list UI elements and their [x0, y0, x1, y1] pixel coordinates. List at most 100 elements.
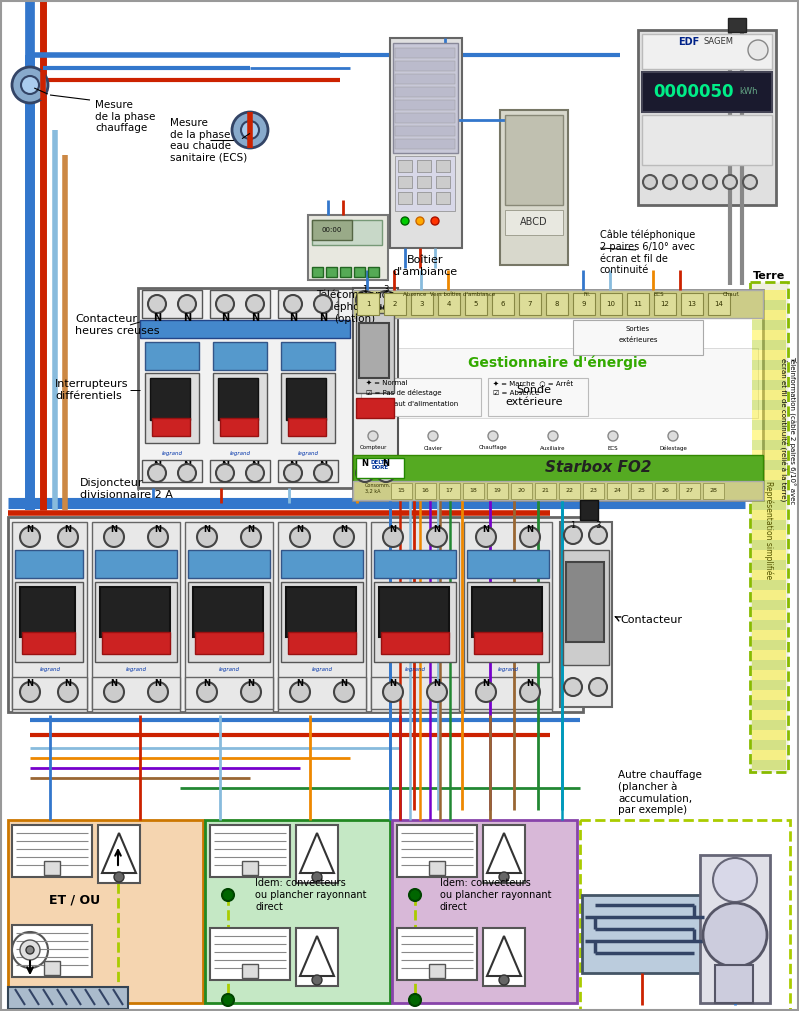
Text: 17: 17 — [445, 488, 453, 493]
Bar — [326, 267, 337, 277]
Bar — [281, 373, 335, 443]
Bar — [205, 820, 390, 1003]
Circle shape — [564, 526, 582, 544]
Text: N: N — [389, 525, 396, 534]
Bar — [654, 293, 676, 315]
Bar — [384, 293, 406, 315]
Bar — [752, 650, 786, 660]
Bar — [752, 400, 786, 410]
Text: SAGEM: SAGEM — [703, 37, 733, 47]
Bar — [395, 48, 455, 58]
Text: extérieures: extérieures — [618, 337, 658, 343]
Bar — [397, 928, 477, 980]
Bar — [752, 440, 786, 450]
Circle shape — [178, 464, 196, 482]
Bar — [752, 520, 786, 530]
Text: 14: 14 — [714, 301, 723, 307]
Bar — [752, 760, 786, 770]
Circle shape — [723, 175, 737, 189]
Circle shape — [356, 464, 374, 482]
Text: N: N — [154, 679, 161, 688]
Circle shape — [312, 872, 322, 882]
Text: 0000050: 0000050 — [653, 83, 733, 101]
Text: N: N — [289, 313, 297, 323]
Bar — [92, 677, 180, 709]
Circle shape — [241, 682, 261, 702]
Text: 16: 16 — [421, 488, 429, 493]
Text: 6: 6 — [501, 301, 505, 307]
Bar — [415, 483, 436, 499]
Text: N: N — [153, 313, 161, 323]
Bar — [398, 192, 412, 204]
Text: Idem: convecteurs
ou plancher rayonnant
direct: Idem: convecteurs ou plancher rayonnant … — [440, 879, 551, 912]
Text: Contacteur: Contacteur — [620, 615, 682, 625]
Text: DELTA
DORE: DELTA DORE — [371, 460, 389, 470]
Circle shape — [427, 682, 447, 702]
Text: 5: 5 — [474, 301, 478, 307]
Circle shape — [589, 526, 607, 544]
Circle shape — [222, 994, 234, 1006]
Bar — [371, 522, 459, 712]
Circle shape — [520, 682, 540, 702]
Bar — [464, 522, 552, 712]
Text: N: N — [319, 461, 327, 471]
Text: 3: 3 — [595, 521, 601, 530]
Circle shape — [383, 682, 403, 702]
Text: 27: 27 — [685, 488, 693, 493]
Bar — [715, 966, 753, 1003]
Circle shape — [241, 121, 259, 139]
Circle shape — [197, 682, 217, 702]
Text: 23: 23 — [589, 488, 597, 493]
Bar — [95, 582, 177, 662]
Bar — [752, 570, 786, 580]
Circle shape — [290, 682, 310, 702]
Text: N: N — [154, 525, 161, 534]
Bar — [278, 290, 338, 318]
Circle shape — [377, 464, 395, 482]
Text: N: N — [434, 679, 440, 688]
Bar — [472, 587, 542, 637]
Bar — [627, 293, 649, 315]
Bar — [583, 483, 604, 499]
Circle shape — [314, 295, 332, 313]
Circle shape — [178, 295, 196, 313]
Bar — [374, 550, 456, 578]
Circle shape — [284, 464, 302, 482]
Text: 12: 12 — [661, 301, 670, 307]
Bar — [436, 176, 450, 188]
Bar — [140, 320, 350, 338]
Circle shape — [713, 858, 757, 902]
Text: legrand: legrand — [404, 667, 426, 672]
Bar — [195, 632, 263, 654]
Circle shape — [334, 527, 354, 547]
Bar — [582, 895, 707, 973]
Bar — [752, 360, 786, 370]
Bar — [312, 220, 352, 240]
Text: 4: 4 — [447, 301, 451, 307]
Bar — [436, 160, 450, 172]
Text: legrand: legrand — [297, 451, 319, 456]
Bar — [752, 430, 786, 440]
Text: 00:00: 00:00 — [322, 227, 342, 233]
Circle shape — [564, 678, 582, 696]
Bar — [185, 677, 273, 709]
Circle shape — [20, 682, 40, 702]
Text: 3: 3 — [419, 301, 424, 307]
Bar — [752, 620, 786, 630]
Text: N: N — [110, 525, 117, 534]
Bar — [379, 587, 449, 637]
Bar — [393, 43, 458, 153]
Bar — [535, 483, 556, 499]
Bar — [752, 580, 786, 590]
Bar — [519, 293, 541, 315]
Circle shape — [21, 76, 39, 94]
Bar — [511, 483, 532, 499]
Text: Téleinformation (câble 2 paires 6/10° avec
écran et fil de continuité (relié à l: Téleinformation (câble 2 paires 6/10° av… — [780, 356, 796, 504]
Bar — [340, 267, 351, 277]
Text: legrand: legrand — [125, 667, 146, 672]
Text: Consomm.
3,2 kA: Consomm. 3,2 kA — [365, 483, 392, 493]
Text: ECS: ECS — [653, 292, 664, 297]
Bar — [752, 690, 786, 700]
Text: N: N — [527, 679, 534, 688]
Bar — [353, 290, 763, 500]
